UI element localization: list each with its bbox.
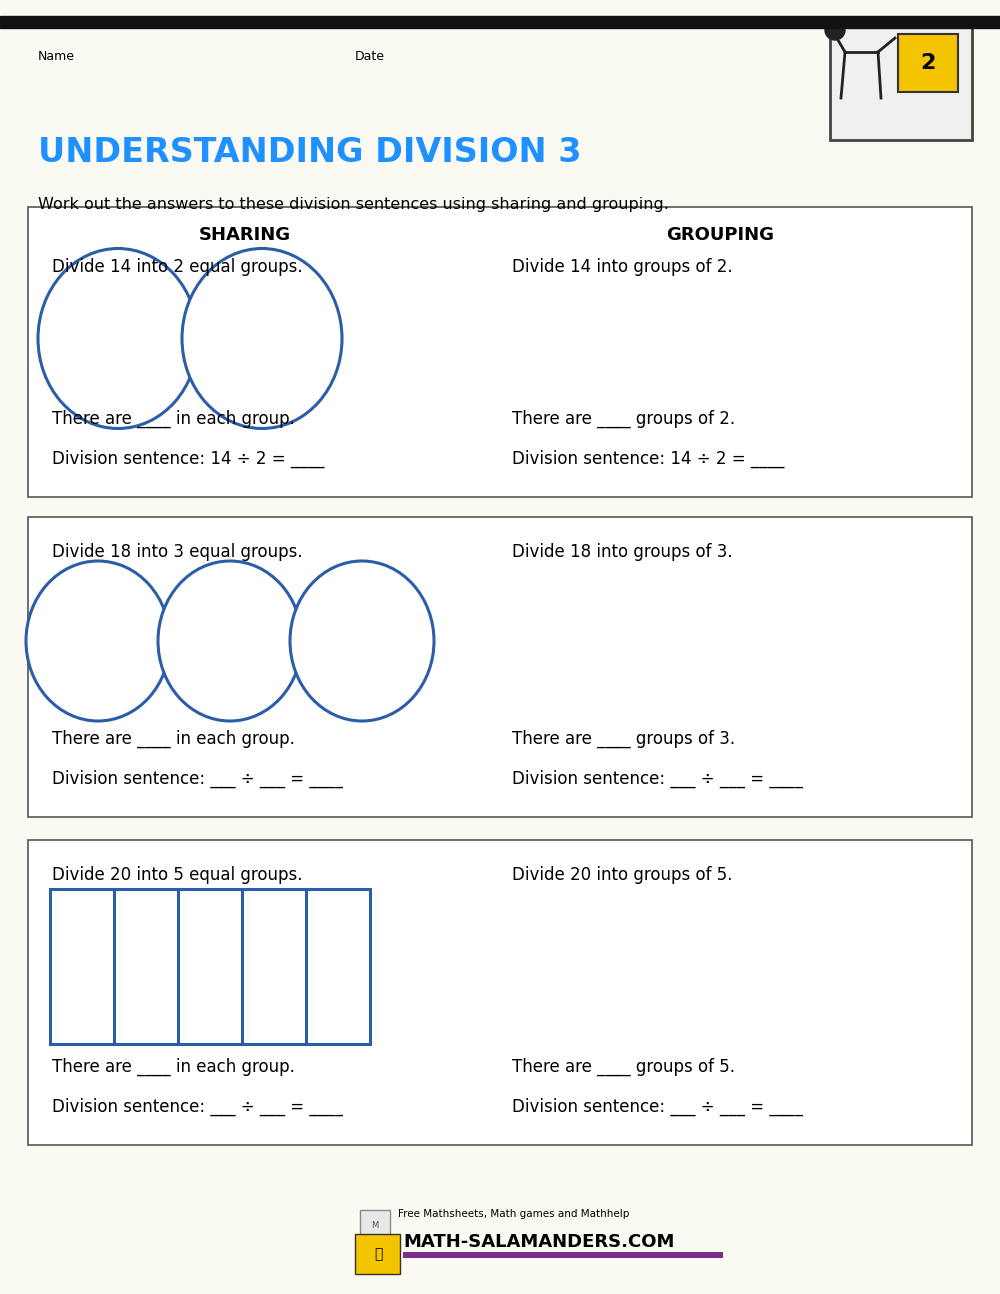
Bar <box>50 889 370 1044</box>
Text: Division sentence: 14 ÷ 2 = ____: Division sentence: 14 ÷ 2 = ____ <box>512 450 784 468</box>
Text: Division sentence: ___ ÷ ___ = ____: Division sentence: ___ ÷ ___ = ____ <box>512 770 803 788</box>
Text: There are ____ in each group.: There are ____ in each group. <box>52 730 295 748</box>
Text: Division sentence: ___ ÷ ___ = ____: Division sentence: ___ ÷ ___ = ____ <box>512 1097 803 1117</box>
Text: Divide 18 into groups of 3.: Divide 18 into groups of 3. <box>512 543 733 562</box>
Text: Divide 20 into 5 equal groups.: Divide 20 into 5 equal groups. <box>52 866 302 884</box>
Ellipse shape <box>38 248 198 428</box>
Text: Free Mathsheets, Math games and Mathhelp: Free Mathsheets, Math games and Mathhelp <box>398 1209 629 1219</box>
Bar <box>28 518 972 817</box>
Text: Divide 14 into 2 equal groups.: Divide 14 into 2 equal groups. <box>52 258 303 276</box>
Bar <box>0 16 1000 28</box>
Text: Name: Name <box>38 50 75 63</box>
Text: There are ____ groups of 3.: There are ____ groups of 3. <box>512 730 735 748</box>
Text: Division sentence: ___ ÷ ___ = ____: Division sentence: ___ ÷ ___ = ____ <box>52 1097 343 1117</box>
Text: SHARING: SHARING <box>199 226 291 245</box>
Bar <box>28 840 972 1145</box>
Text: There are ____ in each group.: There are ____ in each group. <box>52 410 295 428</box>
Text: Date: Date <box>355 50 385 63</box>
Text: There are ____ groups of 5.: There are ____ groups of 5. <box>512 1058 735 1077</box>
Bar <box>355 1234 400 1275</box>
Text: There are ____ in each group.: There are ____ in each group. <box>52 1058 295 1077</box>
Bar <box>830 19 972 140</box>
Text: Work out the answers to these division sentences using sharing and grouping.: Work out the answers to these division s… <box>38 198 669 212</box>
Bar <box>360 1210 390 1240</box>
Text: There are ____ groups of 2.: There are ____ groups of 2. <box>512 410 735 428</box>
Text: Division sentence: 14 ÷ 2 = ____: Division sentence: 14 ÷ 2 = ____ <box>52 450 324 468</box>
Text: 🐆: 🐆 <box>374 1247 382 1260</box>
Ellipse shape <box>26 562 170 721</box>
Bar <box>28 207 972 497</box>
Text: UNDERSTANDING DIVISION 3: UNDERSTANDING DIVISION 3 <box>38 136 582 168</box>
Circle shape <box>825 19 845 40</box>
Text: Division sentence: ___ ÷ ___ = ____: Division sentence: ___ ÷ ___ = ____ <box>52 770 343 788</box>
Bar <box>898 34 958 92</box>
Bar <box>403 1253 723 1258</box>
Text: Divide 20 into groups of 5.: Divide 20 into groups of 5. <box>512 866 732 884</box>
Text: Divide 18 into 3 equal groups.: Divide 18 into 3 equal groups. <box>52 543 303 562</box>
Ellipse shape <box>182 248 342 428</box>
Text: GROUPING: GROUPING <box>666 226 774 245</box>
Text: Divide 14 into groups of 2.: Divide 14 into groups of 2. <box>512 258 733 276</box>
Ellipse shape <box>290 562 434 721</box>
Ellipse shape <box>158 562 302 721</box>
Text: M: M <box>371 1220 379 1229</box>
Text: 2: 2 <box>920 53 936 72</box>
Text: MATH-SALAMANDERS.COM: MATH-SALAMANDERS.COM <box>403 1233 674 1251</box>
